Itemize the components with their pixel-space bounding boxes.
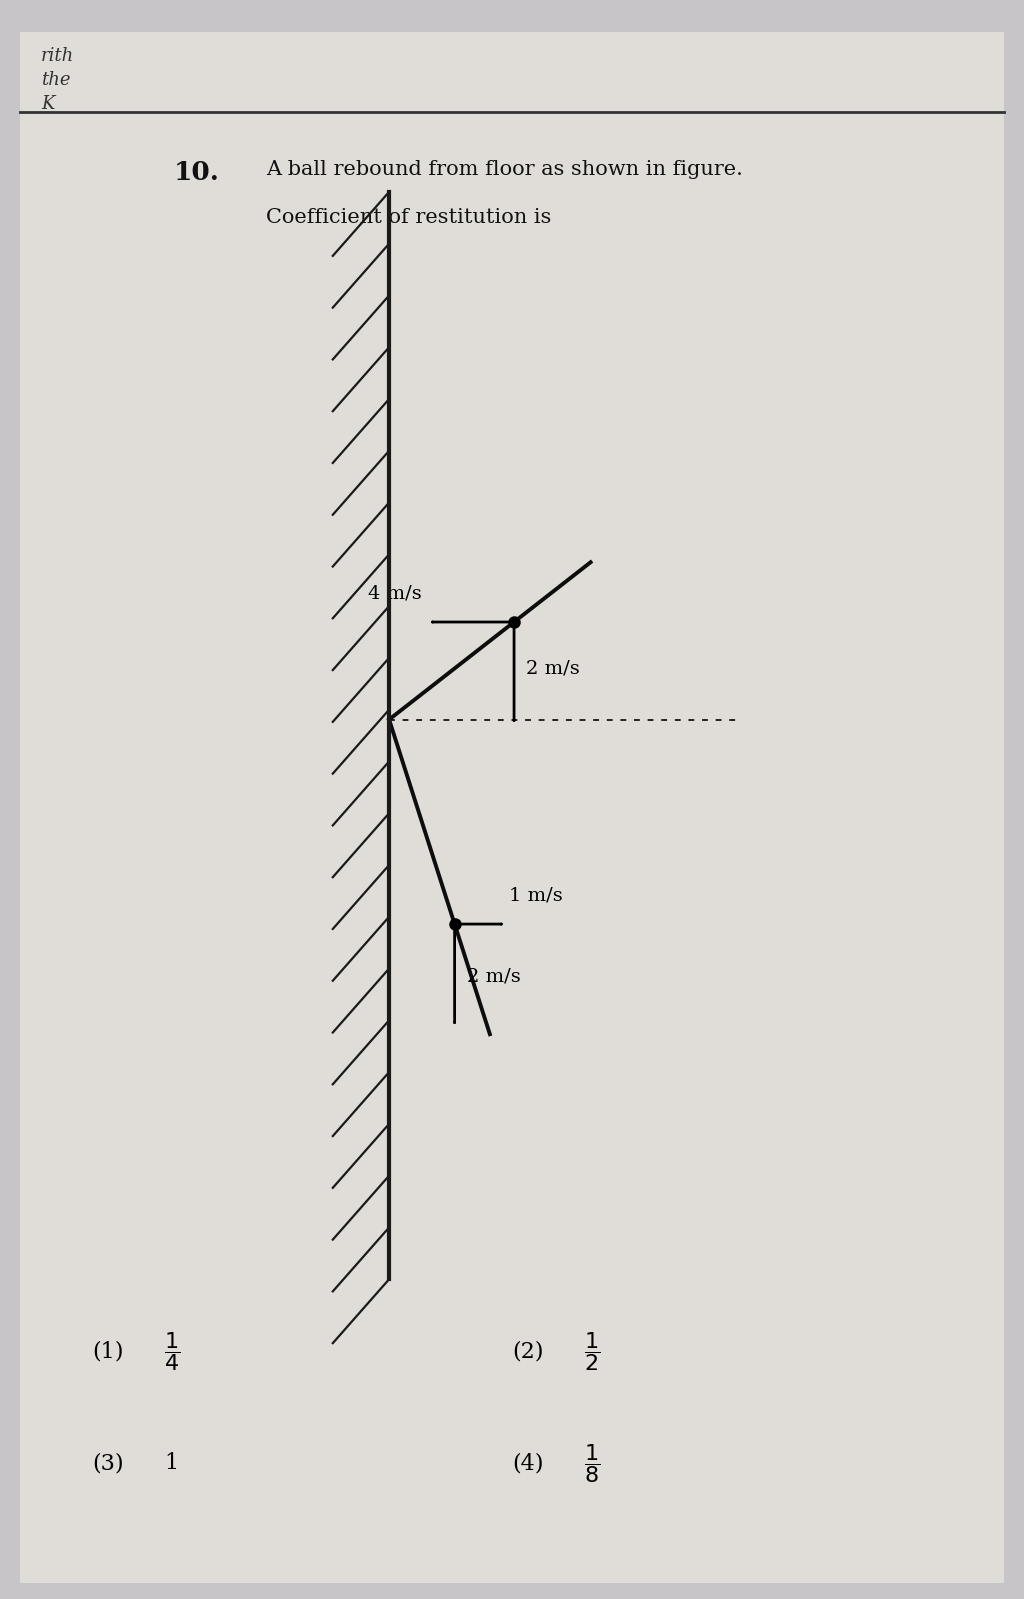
Text: (2): (2) — [512, 1340, 544, 1362]
Text: 1: 1 — [164, 1452, 178, 1474]
Text: (1): (1) — [92, 1340, 124, 1362]
Text: (3): (3) — [92, 1452, 124, 1474]
Text: 2 m/s: 2 m/s — [467, 967, 520, 985]
Text: $\dfrac{1}{8}$: $\dfrac{1}{8}$ — [584, 1442, 600, 1484]
Text: 1 m/s: 1 m/s — [509, 887, 562, 905]
Text: (4): (4) — [512, 1452, 544, 1474]
Text: 10.: 10. — [174, 160, 220, 185]
Text: $\dfrac{1}{2}$: $\dfrac{1}{2}$ — [584, 1330, 600, 1372]
Text: Coefficient of restitution is: Coefficient of restitution is — [266, 208, 552, 227]
Text: rith: rith — [41, 46, 74, 66]
Text: $\dfrac{1}{4}$: $\dfrac{1}{4}$ — [164, 1330, 180, 1372]
Text: 2 m/s: 2 m/s — [526, 660, 580, 678]
Text: A ball rebound from floor as shown in figure.: A ball rebound from floor as shown in fi… — [266, 160, 743, 179]
Text: K: K — [41, 94, 54, 114]
Text: 4 m/s: 4 m/s — [369, 585, 422, 603]
Text: the: the — [41, 70, 71, 90]
